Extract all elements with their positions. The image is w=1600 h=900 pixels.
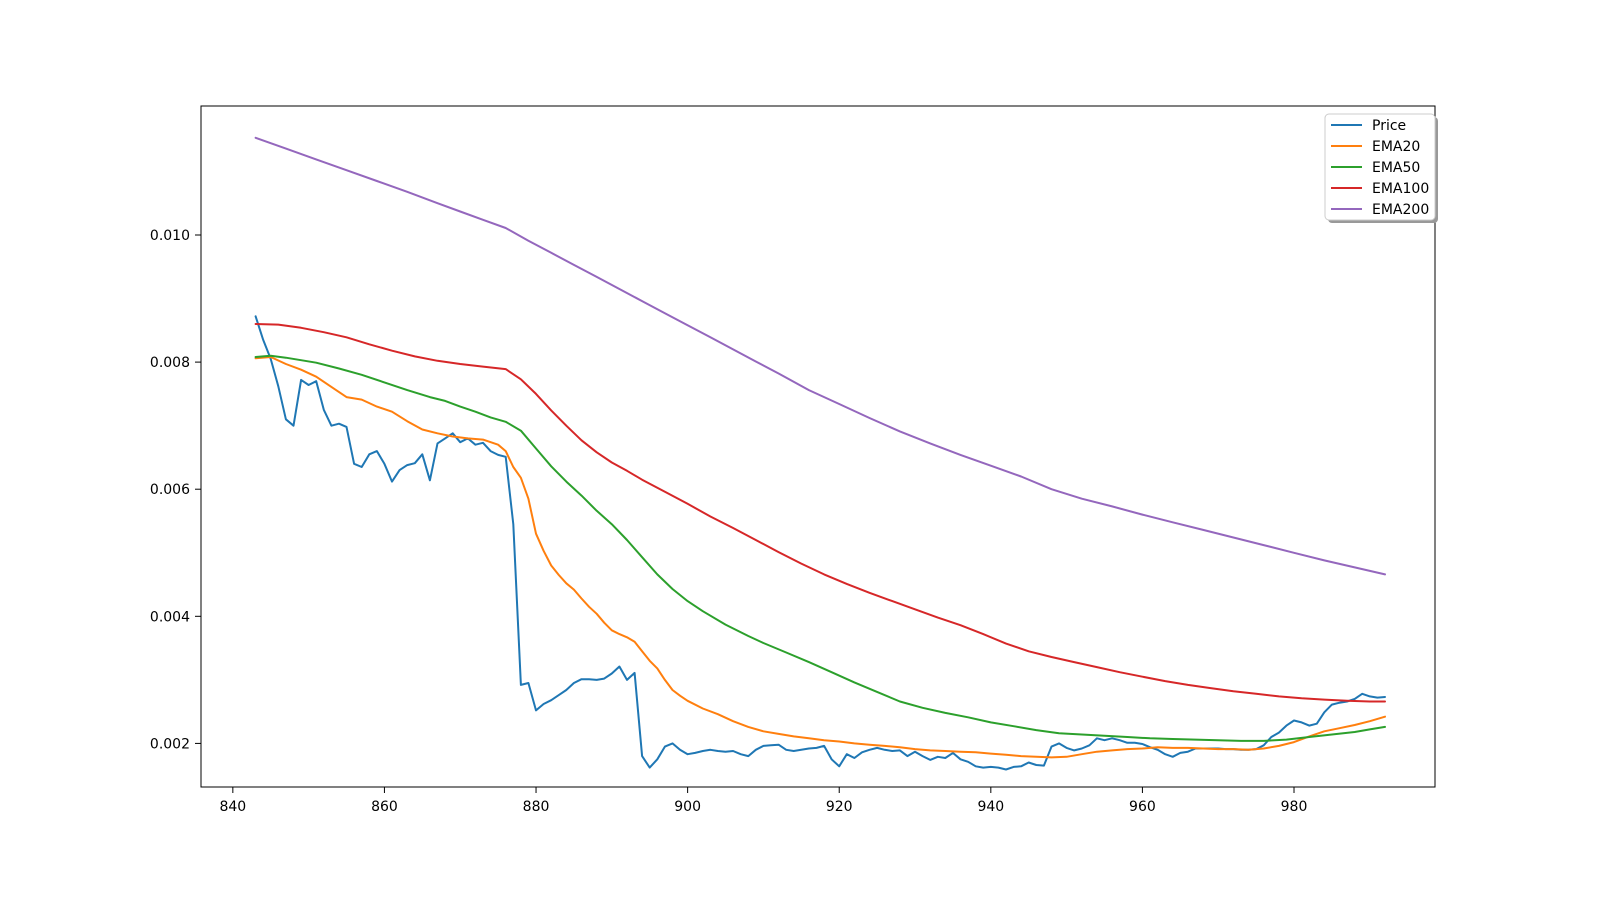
plot-border [200, 105, 1436, 788]
legend-entry: EMA20 [1331, 139, 1420, 155]
y-tick-label: 0.002 [150, 736, 190, 752]
legend-entry: EMA100 [1331, 181, 1429, 197]
x-tick-label: 880 [523, 799, 550, 815]
legend-box [1324, 113, 1436, 221]
legend-entry: Price [1331, 118, 1406, 134]
series-line-ema100 [254, 323, 1386, 703]
legend-label: EMA20 [1372, 139, 1420, 155]
x-tick-label: 980 [1281, 799, 1308, 815]
legend-label: EMA100 [1372, 181, 1429, 197]
legend-label: Price [1372, 118, 1406, 134]
plot-area [201, 106, 1435, 787]
series-line-ema50 [254, 354, 1386, 742]
y-tick-label: 0.010 [150, 228, 190, 244]
legend-entry: EMA200 [1331, 202, 1429, 218]
x-tick-label: 940 [977, 799, 1004, 815]
y-tick-label: 0.008 [150, 355, 190, 371]
legend-label: EMA50 [1372, 160, 1420, 176]
legend-label: EMA200 [1372, 202, 1429, 218]
x-tick-label: 840 [219, 799, 246, 815]
legend-entry: EMA50 [1331, 160, 1420, 176]
x-tick-label: 900 [674, 799, 701, 815]
y-tick-label: 0.004 [150, 609, 190, 625]
x-axis: 840 860 880 900 920 940 960 980 [219, 787, 1307, 815]
x-tick-label: 920 [826, 799, 853, 815]
series-line-ema20 [254, 356, 1386, 759]
series-line-ema200 [254, 136, 1386, 576]
legend: Price EMA20 EMA50 EMA100 EMA200 [1324, 113, 1438, 223]
y-axis: 0.002 0.004 0.006 0.008 0.010 [150, 228, 201, 752]
x-tick-label: 860 [371, 799, 398, 815]
y-tick-label: 0.006 [150, 482, 190, 498]
x-tick-label: 960 [1129, 799, 1156, 815]
